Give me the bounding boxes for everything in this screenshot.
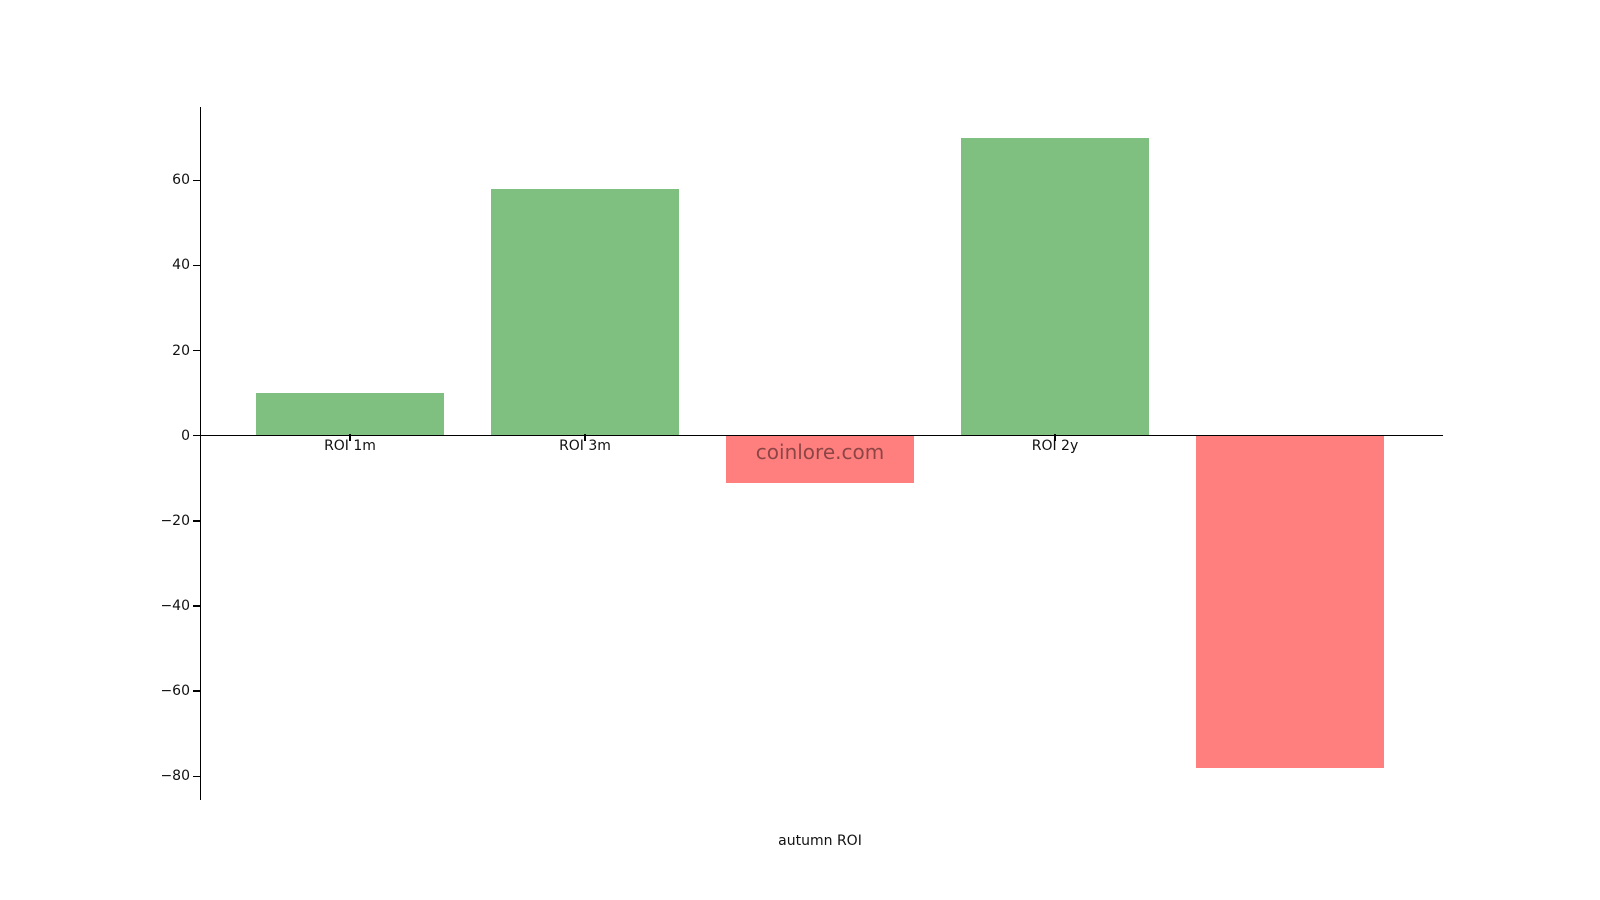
y-tick-label: 0 bbox=[181, 427, 190, 444]
x-axis-title: autumn ROI bbox=[778, 833, 862, 849]
y-axis-line bbox=[199, 107, 201, 800]
y-tick-label: 20 bbox=[172, 342, 190, 359]
x-tick-label: ROI 2y bbox=[1031, 437, 1079, 454]
y-tick-mark bbox=[193, 179, 200, 181]
bar-unlabeled-3 bbox=[726, 435, 914, 483]
bar-roi-2y bbox=[961, 137, 1149, 436]
y-tick-mark bbox=[193, 605, 200, 607]
y-tick-mark bbox=[193, 435, 200, 437]
y-tick-mark bbox=[193, 520, 200, 522]
y-tick-mark bbox=[193, 264, 200, 267]
bar-roi-1m bbox=[256, 393, 444, 436]
x-tick-mark bbox=[584, 433, 586, 441]
bar-unlabeled-5 bbox=[1196, 435, 1384, 768]
y-tick-mark bbox=[193, 690, 200, 692]
bar-roi-3m bbox=[491, 188, 679, 436]
y-tick-mark bbox=[193, 775, 200, 777]
x-axis-zero-line bbox=[199, 435, 1443, 437]
x-tick-label: ROI 1m bbox=[324, 437, 376, 454]
y-tick-label: −20 bbox=[160, 512, 190, 529]
y-tick-label: −40 bbox=[160, 597, 190, 614]
watermark-text: coinlore.com bbox=[755, 440, 885, 464]
y-tick-label: 40 bbox=[172, 257, 190, 274]
x-tick-label: ROI 3m bbox=[559, 437, 611, 454]
y-tick-label: −60 bbox=[160, 683, 190, 700]
x-tick-mark bbox=[1054, 433, 1056, 441]
y-tick-mark bbox=[193, 349, 200, 352]
y-tick-label: 60 bbox=[172, 172, 190, 189]
x-tick-mark bbox=[349, 433, 351, 441]
y-tick-label: −80 bbox=[160, 768, 190, 785]
